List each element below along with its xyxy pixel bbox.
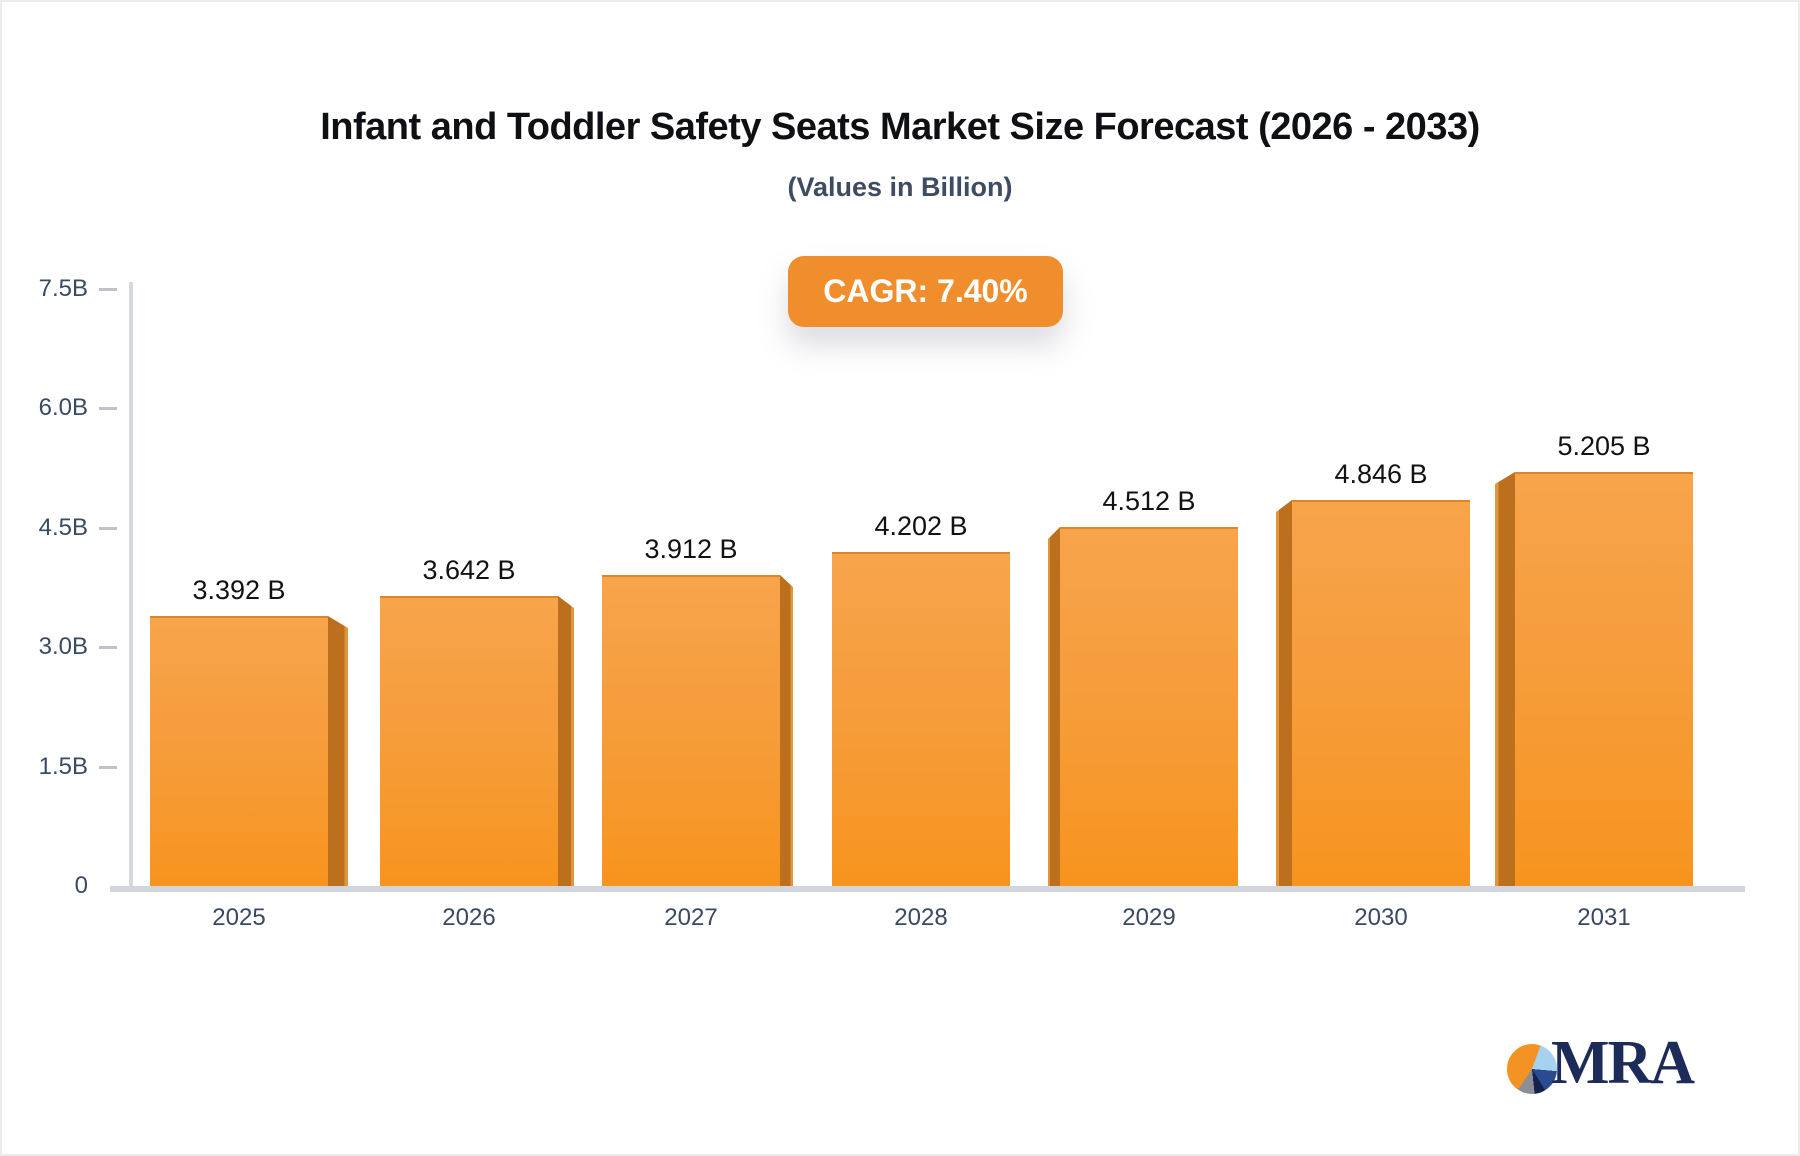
bar-side-face: [1276, 500, 1292, 886]
y-axis-tick-label: 6.0B: [38, 394, 88, 422]
bar-side-face: [1495, 472, 1515, 886]
x-axis-category-label: 2027: [664, 904, 718, 931]
y-axis-tick-mark: [99, 646, 117, 650]
x-axis-category-label: 2030: [1354, 904, 1408, 931]
y-axis-tick-label: 3.0B: [38, 633, 88, 661]
cagr-badge: CAGR: 7.40%: [788, 256, 1063, 327]
y-axis-tick-mark: [99, 407, 117, 411]
x-axis-category-label: 2025: [212, 904, 266, 931]
bar-2029: [1060, 527, 1238, 886]
bar-side-face: [558, 596, 574, 886]
x-axis-category-label: 2028: [894, 904, 948, 931]
bar-2025: [150, 616, 328, 886]
bar-value-label: 5.205 B: [1557, 431, 1651, 461]
bar-side-face: [328, 616, 348, 886]
mra-logo-pie-icon: [1507, 1044, 1557, 1094]
x-axis-baseline: [110, 886, 1745, 892]
bar-value-label: 4.512 B: [1102, 486, 1196, 516]
bar-value-label: 4.846 B: [1334, 459, 1428, 489]
mra-logo: MRA: [1507, 1028, 1707, 1108]
y-axis-tick-label: 4.5B: [38, 513, 88, 541]
y-axis-tick-mark: [99, 765, 117, 769]
bar-value-label: 3.392 B: [192, 575, 286, 605]
bar-value-label: 3.642 B: [422, 555, 516, 585]
x-axis-category-label: 2029: [1122, 904, 1176, 931]
bar-2031: [1515, 472, 1693, 886]
bar-2028: [832, 552, 1010, 886]
bar-value-label: 3.912 B: [644, 534, 738, 564]
bar-value-label: 4.202 B: [874, 511, 968, 541]
x-axis-category-label: 2031: [1577, 904, 1631, 931]
y-axis-tick-mark: [99, 288, 117, 291]
y-axis-tick-label: 7.5B: [38, 275, 88, 302]
chart-subtitle: (Values in Billion): [787, 172, 1013, 202]
y-axis-tick-label: 0: [74, 872, 88, 899]
y-axis-line: [129, 282, 133, 892]
bar-2027: [602, 575, 780, 886]
bar-2026: [380, 596, 558, 886]
bar-2030: [1292, 500, 1470, 886]
bar-side-face: [780, 575, 793, 886]
y-axis-tick-mark: [99, 526, 117, 530]
y-axis-tick-label: 1.5B: [38, 752, 88, 780]
mra-logo-text: MRA: [1551, 1029, 1695, 1097]
chart-title: Infant and Toddler Safety Seats Market S…: [320, 106, 1480, 148]
x-axis-category-label: 2026: [442, 904, 496, 931]
bar-side-face: [1048, 527, 1060, 886]
